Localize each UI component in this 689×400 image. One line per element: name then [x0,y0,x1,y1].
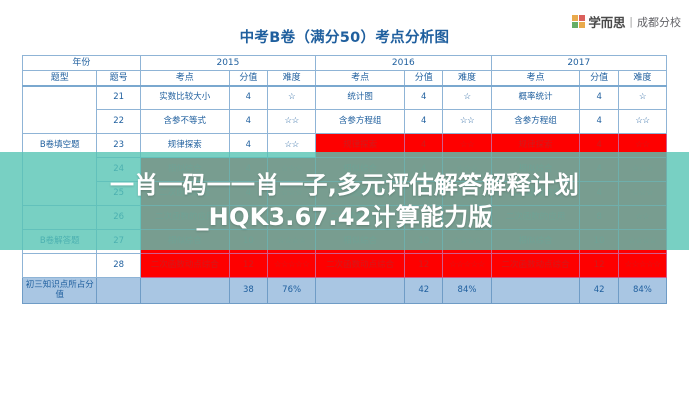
cell-score: 4 [228,85,269,110]
cell-difficulty: ☆☆☆☆☆ [617,253,668,278]
summary-percent-2016: 84% [442,277,492,304]
watermark-line-1: 一肖一码一一肖一子,多元评估解答解释计划 [109,171,580,199]
table-row: 21 实数比较大小 4 ☆ 统计图 4 ☆ 概率统计 4 ☆ [21,85,668,110]
cell-score: 4 [579,85,619,110]
header-point-2015: 考点 [139,70,230,87]
page-title: 中考B卷（满分50）考点分析图 [239,30,450,46]
summary-percent-2017: 84% [617,277,668,304]
cell-difficulty: ☆☆☆☆☆ [267,253,317,278]
summary-blank-point-2017 [490,277,581,304]
cell-difficulty: ☆ [617,85,668,110]
summary-score-2017: 42 [579,277,619,304]
brand-name: 学而思 [588,15,626,30]
cell-knowledge-point: 含参方程组 [490,109,581,134]
cell-score: 4 [404,109,444,134]
cell-score: 4 [579,109,619,134]
header-score-2015: 分值 [228,70,269,87]
cell-knowledge-point: 概率统计 [490,85,581,110]
table-header-years: 年份 2015 2016 2017 [22,55,668,71]
cell-difficulty: ☆☆ [617,109,668,134]
cell-difficulty: ☆☆☆☆☆ [442,253,492,278]
cell-question-type [21,109,98,134]
summary-score-2015: 38 [228,277,269,304]
header-score-2016: 分值 [404,70,444,87]
cell-question-number: 22 [96,109,141,134]
cell-score: 12 [228,253,269,278]
header-difficulty-2015: 难度 [267,70,317,87]
cell-knowledge-point: 二次函数动点综合 [490,253,581,278]
watermark-overlay: 一肖一码一一肖一子,多元评估解答解释计划 _HQK3.67.42计算能力版 [0,152,689,250]
cell-knowledge-point: 含参不等式 [139,109,230,134]
header-year-2015: 2015 [139,55,317,71]
table-row: 22 含参不等式 4 ☆☆ 含参方程组 4 ☆☆ 含参方程组 4 ☆☆ [21,109,668,134]
summary-percent-2015: 76% [267,277,317,304]
cell-question-number: 28 [96,253,141,278]
header-point-2017: 考点 [490,70,581,87]
cell-question-type [21,253,98,278]
cell-difficulty: ☆☆ [442,109,492,134]
header-difficulty-2017: 难度 [617,70,668,87]
cell-difficulty: ☆ [442,85,492,110]
table-row: 28 二次函数动点综合 12 ☆☆☆☆☆ 二次函数动点综合 12 ☆☆☆☆☆ 二次函数动点综合… [21,253,668,278]
watermark-line-2: _HQK3.67.42计算能力版 [196,203,493,231]
cell-knowledge-point: 二次函数动点综合 [315,253,406,278]
cell-question-number: 21 [96,85,141,110]
brand-logo: 学而思 | 成都分校 [572,12,681,31]
header-type: 题型 [21,70,98,87]
header-year-2016: 2016 [315,55,492,71]
cell-score: 4 [228,109,269,134]
header-year-2017: 2017 [490,55,668,71]
summary-row: 初三知识点所占分值 38 76% 42 84% 42 84% [21,277,668,304]
header-number: 题号 [96,70,141,87]
cell-knowledge-point: 统计图 [315,85,406,110]
summary-label: 初三知识点所占分值 [21,277,98,304]
cell-score: 4 [404,85,444,110]
xueersi-logo-icon [572,15,586,28]
header-point-2016: 考点 [315,70,406,87]
brand-sub-label: 成都分校 [637,15,681,29]
cell-knowledge-point: 含参方程组 [315,109,406,134]
table-header-columns: 题型 题号 考点 分值 难度 考点 分值 难度 考点 分值 难度 [21,70,668,87]
cell-knowledge-point: 二次函数动点综合 [139,253,230,278]
header-year-label: 年份 [22,55,141,71]
cell-knowledge-point: 实数比较大小 [139,85,230,110]
cell-difficulty: ☆ [267,85,317,110]
header-difficulty-2016: 难度 [442,70,492,87]
cell-difficulty: ☆☆ [267,109,317,134]
header-score-2017: 分值 [579,70,619,87]
cell-question-type [21,85,98,110]
cell-score: 12 [579,253,619,278]
summary-blank-point-2016 [315,277,406,304]
brand-separator: | [629,15,633,28]
summary-score-2016: 42 [404,277,444,304]
cell-score: 12 [404,253,444,278]
summary-blank-point-2015 [139,277,230,304]
summary-blank-number [96,277,141,304]
document-header: 中考B卷（满分50）考点分析图 学而思 | 成都分校 [0,0,689,52]
